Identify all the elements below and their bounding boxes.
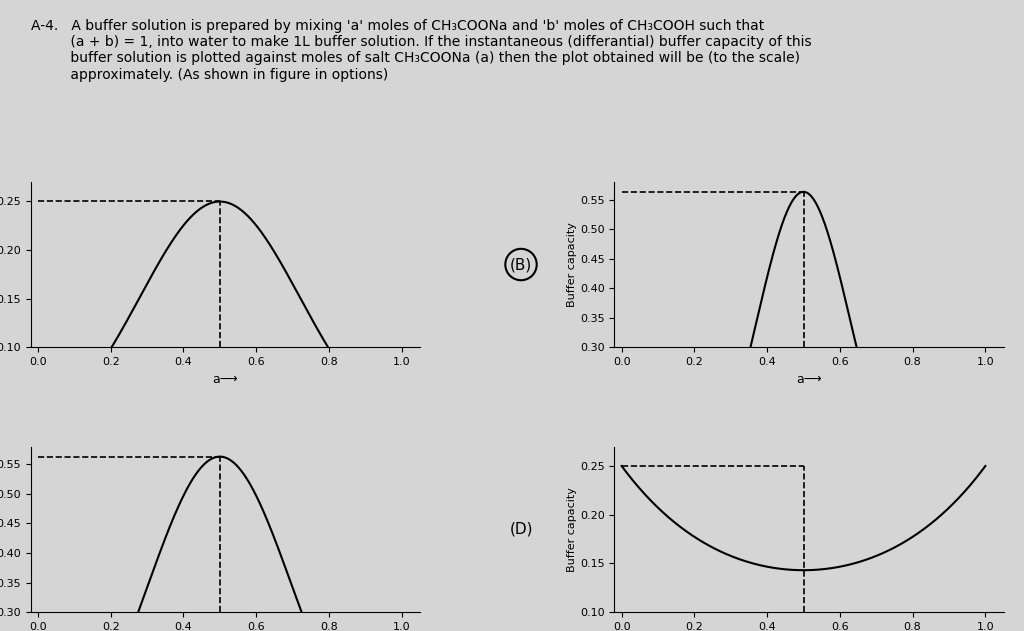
X-axis label: a⟶: a⟶ bbox=[212, 372, 239, 386]
Y-axis label: Buffer capacity: Buffer capacity bbox=[567, 487, 578, 572]
Text: (D): (D) bbox=[509, 522, 532, 537]
Text: A-4.   A buffer solution is prepared by mixing 'a' moles of CH₃COONa and 'b' mol: A-4. A buffer solution is prepared by mi… bbox=[31, 19, 811, 81]
X-axis label: a⟶: a⟶ bbox=[796, 372, 822, 386]
Text: (B): (B) bbox=[510, 257, 532, 272]
Y-axis label: Buffer capacity: Buffer capacity bbox=[567, 222, 578, 307]
